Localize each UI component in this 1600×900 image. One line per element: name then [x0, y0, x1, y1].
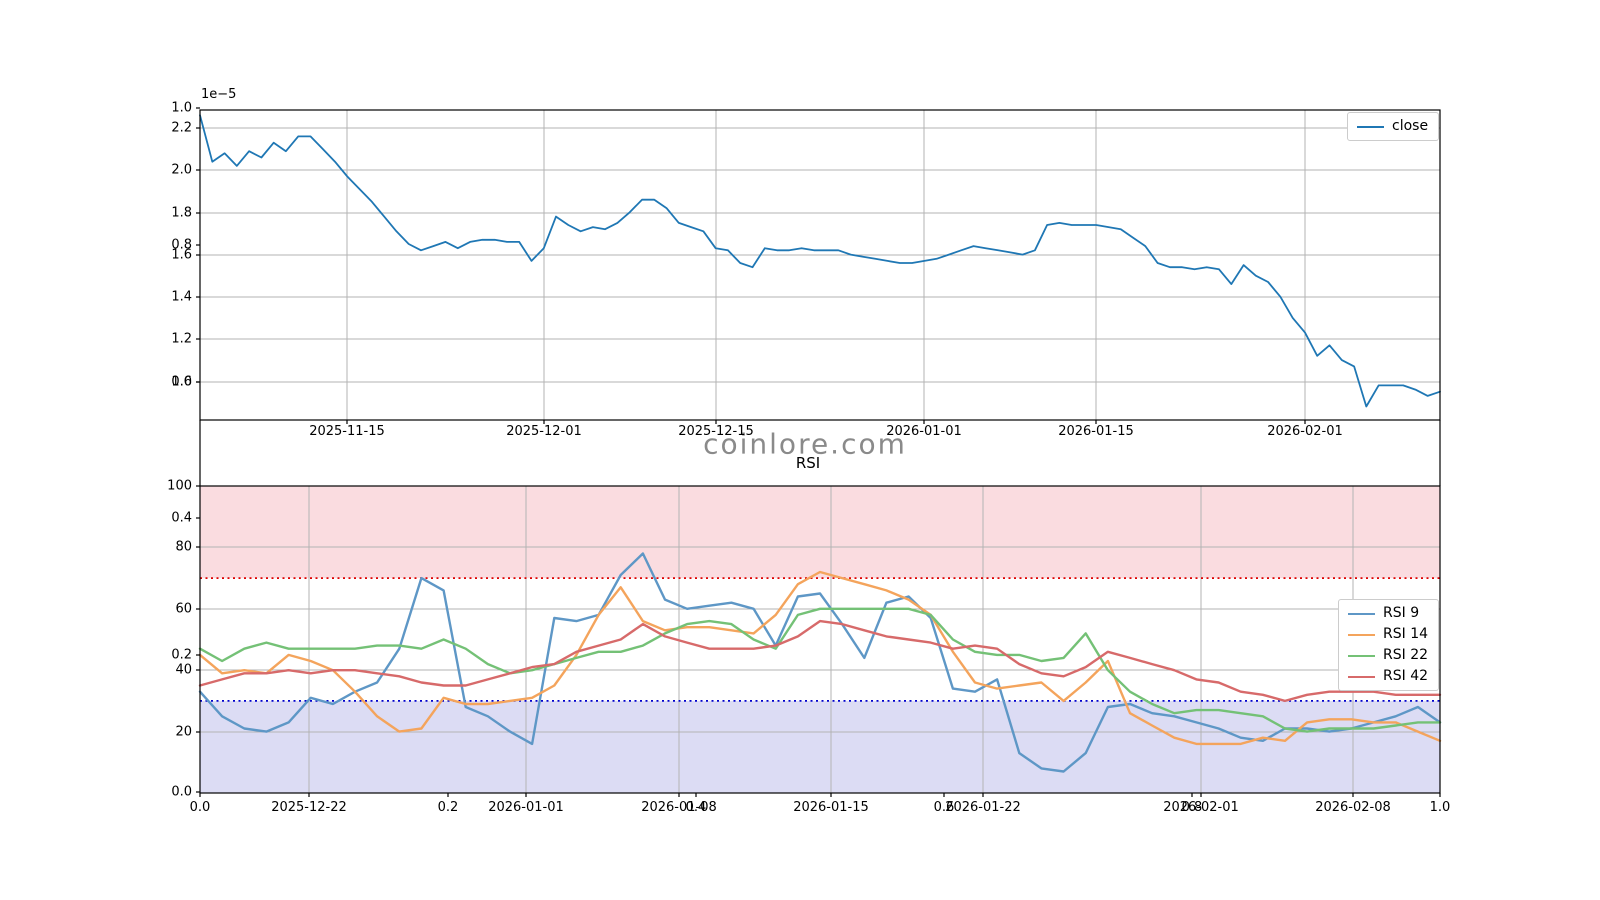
rsi14-legend-row: RSI 14 [1348, 624, 1428, 645]
price-y-tick-label: 1.8 [171, 205, 192, 221]
rsi-x-tick-label: 2026-01-22 [945, 800, 1021, 815]
overlay-x-tick-label: 0.2 [437, 800, 459, 815]
rsi42-line-icon [1348, 675, 1375, 678]
rsi9-legend-row: RSI 9 [1348, 603, 1428, 624]
price-x-tick-label: 2025-12-15 [678, 424, 754, 439]
rsi42-legend-row: RSI 42 [1348, 666, 1428, 687]
rsi14-legend-label: RSI 14 [1383, 626, 1429, 642]
rsi-y-tick-label: 40 [175, 662, 192, 678]
rsi-legend: RSI 9 RSI 14 RSI 22 RSI 42 [1338, 599, 1440, 691]
rsi-y-tick-label: 100 [167, 478, 192, 494]
rsi-x-tick-label: 2026-01-15 [793, 800, 869, 815]
rsi22-legend-label: RSI 22 [1383, 647, 1429, 663]
close-legend: close [1347, 112, 1440, 141]
overlay-y-tick-label: 0.8 [171, 237, 192, 253]
rsi-x-tick-label: 2026-01-08 [641, 800, 717, 815]
rsi-x-tick-label: 2026-01-01 [488, 800, 564, 815]
price-y-tick-label: 2.0 [171, 162, 192, 178]
overlay-x-tick-label: 0.0 [189, 800, 211, 815]
price-x-tick-label: 2025-12-01 [506, 424, 582, 439]
overlay-x-tick-label: 0.4 [685, 800, 707, 815]
rsi-y-tick-label: 20 [175, 724, 192, 740]
close-line-icon [1357, 125, 1384, 128]
rsi9-line-icon [1348, 612, 1375, 615]
rsi42-legend-label: RSI 42 [1383, 668, 1429, 684]
rsi-y-tick-label: 80 [175, 539, 192, 555]
close-legend-row: close [1357, 116, 1428, 137]
overlay-y-tick-label: 0.0 [171, 784, 192, 800]
overlay-x-tick-label: 0.6 [933, 800, 955, 815]
rsi-chart-title: RSI [795, 454, 821, 472]
rsi-x-tick-label: 2026-02-08 [1315, 800, 1391, 815]
price-y-tick-label: 1.0 [171, 374, 192, 390]
rsi9-legend-label: RSI 9 [1383, 605, 1420, 621]
price-x-tick-label: 2026-01-01 [886, 424, 962, 439]
watermark: coinlore.com [703, 427, 907, 461]
price-y-tick-label: 2.2 [171, 120, 192, 136]
rsi22-line-icon [1348, 654, 1375, 657]
overlay-x-tick-label: 0.8 [1181, 800, 1203, 815]
overlay-y-tick-label: 0.4 [171, 510, 192, 526]
price-x-tick-label: 2026-02-01 [1267, 424, 1343, 439]
price-x-tick-label: 2026-01-15 [1058, 424, 1134, 439]
rsi-y-tick-label: 60 [175, 601, 192, 617]
rsi22-legend-row: RSI 22 [1348, 645, 1428, 666]
overlay-y-tick-label: 1.0 [171, 100, 192, 116]
price-x-tick-label: 2025-11-15 [309, 424, 385, 439]
rsi14-line-icon [1348, 633, 1375, 636]
overlay-y-tick-label: 0.6 [171, 374, 192, 390]
price-y-tick-label: 1.2 [171, 331, 192, 347]
rsi-x-tick-label: 2025-12-22 [271, 800, 347, 815]
close-legend-label: close [1392, 118, 1429, 134]
price-y-tick-label: 1.4 [171, 289, 192, 305]
price-axis-offset-label: 1e−5 [201, 87, 237, 102]
overlay-y-tick-label: 0.2 [171, 647, 192, 663]
overlay-x-tick-label: 1.0 [1429, 800, 1451, 815]
rsi-x-tick-label: 2026-02-01 [1163, 800, 1239, 815]
price-y-tick-label: 1.6 [171, 247, 192, 263]
